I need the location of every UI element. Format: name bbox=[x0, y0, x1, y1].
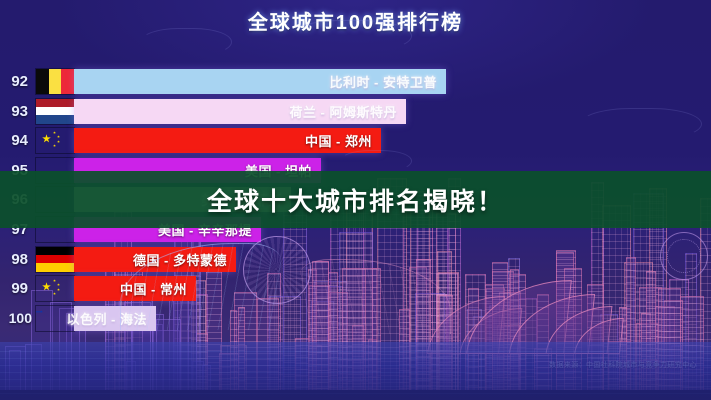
bar-label: 中国 - 郑州 bbox=[304, 134, 372, 150]
germany-flag bbox=[36, 246, 74, 272]
china-flag bbox=[36, 276, 74, 301]
bar-label: 荷兰 - 阿姆斯特丹 bbox=[289, 104, 397, 120]
netherlands-flag bbox=[36, 98, 74, 124]
chart-row[interactable]: 94 中国 - 郑州 bbox=[0, 128, 711, 154]
ranking-bar[interactable]: 荷兰 - 阿姆斯特丹 bbox=[74, 98, 406, 124]
bar-label: 比利时 - 安特卫普 bbox=[329, 75, 437, 90]
ferris-wheel-icon bbox=[660, 232, 708, 280]
water-ripple bbox=[0, 393, 711, 394]
decorative-contour bbox=[340, 150, 412, 172]
ranking-bar[interactable]: 中国 - 郑州 bbox=[74, 128, 381, 154]
chart-row[interactable]: 93 荷兰 - 阿姆斯特丹 bbox=[0, 98, 711, 124]
overlay-banner: 全球十大城市排名揭晓！ bbox=[0, 171, 711, 228]
water-ripple bbox=[0, 379, 711, 380]
water-ripple bbox=[0, 358, 711, 359]
water-ripple bbox=[0, 386, 711, 387]
rank-number: 99 bbox=[11, 280, 28, 298]
belgium-flag bbox=[36, 69, 74, 94]
overlay-banner-text: 全球十大城市排名揭晓！ bbox=[206, 187, 504, 216]
water-ripple bbox=[0, 351, 711, 352]
water-reflection bbox=[0, 342, 711, 400]
decorative-contour bbox=[140, 28, 232, 56]
water-ripple bbox=[0, 365, 711, 366]
rank-number: 93 bbox=[11, 102, 28, 120]
ranking-bar[interactable]: 比利时 - 安特卫普 bbox=[74, 69, 446, 94]
water-ripple bbox=[0, 372, 711, 373]
rank-number: 94 bbox=[11, 132, 28, 150]
chart-row[interactable]: 92 比利时 - 安特卫普 bbox=[0, 69, 711, 94]
rank-number: 100 bbox=[8, 310, 32, 327]
china-flag bbox=[36, 128, 74, 153]
decorative-contour bbox=[290, 20, 412, 52]
israel-flag bbox=[36, 305, 74, 331]
decorative-contour bbox=[580, 108, 702, 140]
rank-number: 98 bbox=[11, 250, 28, 268]
rank-number: 92 bbox=[11, 73, 28, 90]
